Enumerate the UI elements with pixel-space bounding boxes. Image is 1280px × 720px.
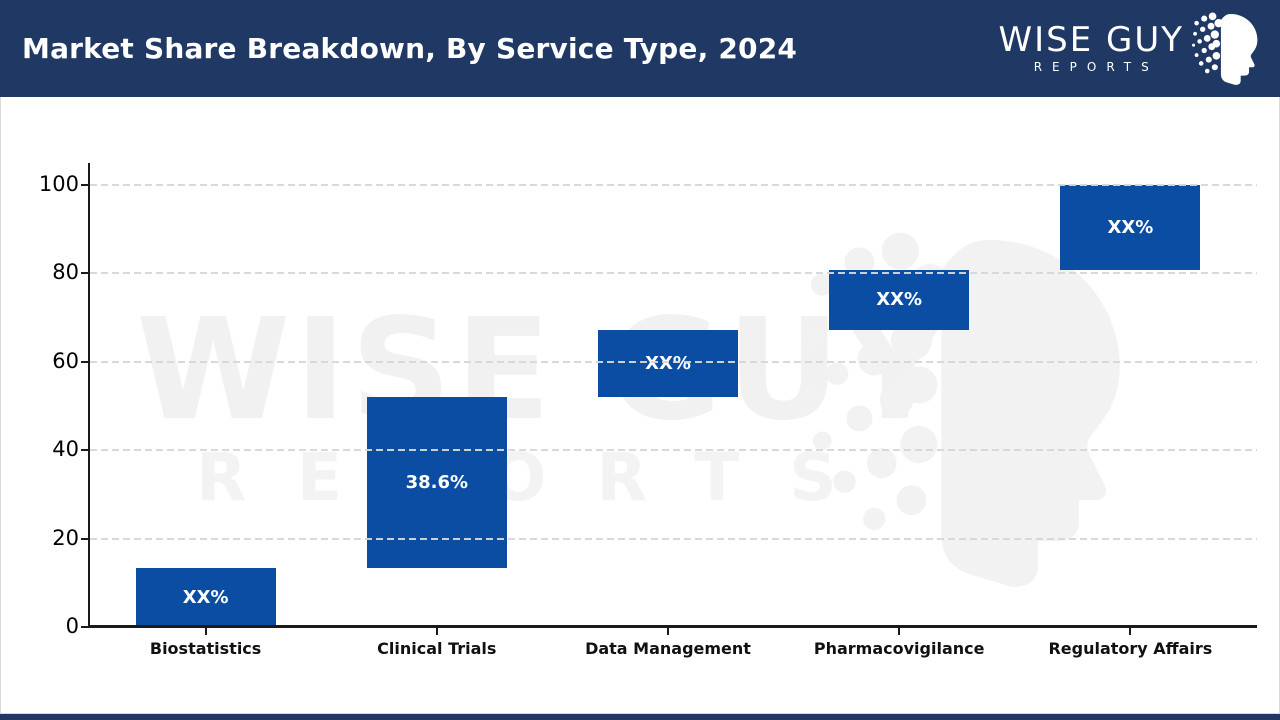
gridline-y-20 (90, 537, 1257, 540)
y-tick-label-20: 20 (52, 525, 79, 550)
logo-wordmark: WISE GUY (998, 20, 1184, 60)
y-tick-60 (81, 360, 89, 363)
y-tick-0 (81, 626, 89, 628)
x-axis-label: Biostatistics (149, 639, 262, 658)
watermark-head-profile-icon (799, 232, 1120, 587)
y-tick-label-60: 60 (52, 348, 79, 373)
x-tick (1129, 628, 1132, 635)
y-tick-label-0: 0 (65, 614, 79, 638)
x-axis-label: Clinical Trials (377, 639, 497, 658)
footer-bar (0, 714, 1280, 720)
gridline-y-100 (90, 184, 1257, 186)
y-tick-80 (81, 272, 89, 275)
x-axis-label: Pharmacovigilance (813, 639, 985, 658)
y-tick-label-80: 80 (52, 260, 79, 285)
x-tick (204, 628, 207, 635)
y-tick-40 (81, 449, 89, 452)
x-axis-spine (89, 625, 1257, 628)
gridline-y-40 (90, 449, 1257, 452)
y-tick-label-40: 40 (52, 437, 79, 462)
x-tick (898, 628, 901, 635)
bar-segment: XX% (598, 329, 738, 398)
logo-text: WISE GUY REPORTS (998, 23, 1184, 74)
chart-canvas: WISE GUY REPORTS 0 20 40 60 80 100 XX% Biostati… (0, 97, 1280, 714)
watermark-wordmark: WISE GUY (136, 289, 950, 452)
y-tick-label-100: 100 (38, 172, 79, 196)
bar-segment: 38.6% (366, 397, 507, 568)
logo-subtitle: REPORTS (1033, 60, 1159, 74)
gridline-y-80 (90, 272, 1257, 275)
x-axis-label: Regulatory Affairs (1048, 639, 1213, 658)
x-tick (667, 628, 669, 635)
bar-segment: XX% (1060, 185, 1201, 270)
page-title: Market Share Breakdown, By Service Type,… (22, 32, 798, 65)
x-axis-label: Data Management (585, 639, 751, 658)
head-profile-dots-icon (1192, 12, 1258, 85)
x-tick (435, 628, 438, 635)
wise-guy-reports-logo: WISE GUY REPORTS (998, 11, 1268, 87)
bar-value-label: XX% (876, 289, 923, 311)
gridline-y-60 (90, 360, 1257, 363)
watermark-subtitle: REPORTS (196, 439, 887, 516)
header-bar: Market Share Breakdown, By Service Type,… (0, 0, 1280, 97)
bar-segment: XX% (829, 269, 970, 330)
bar-value-label: 38.6% (405, 471, 469, 493)
bar-segment: XX% (135, 567, 276, 627)
bar-value-label: XX% (645, 353, 691, 375)
y-tick-20 (81, 537, 89, 540)
bar-value-label: XX% (1107, 216, 1154, 238)
y-tick-100 (81, 184, 89, 186)
bar-value-label: XX% (182, 586, 229, 608)
y-axis-spine (88, 163, 90, 628)
